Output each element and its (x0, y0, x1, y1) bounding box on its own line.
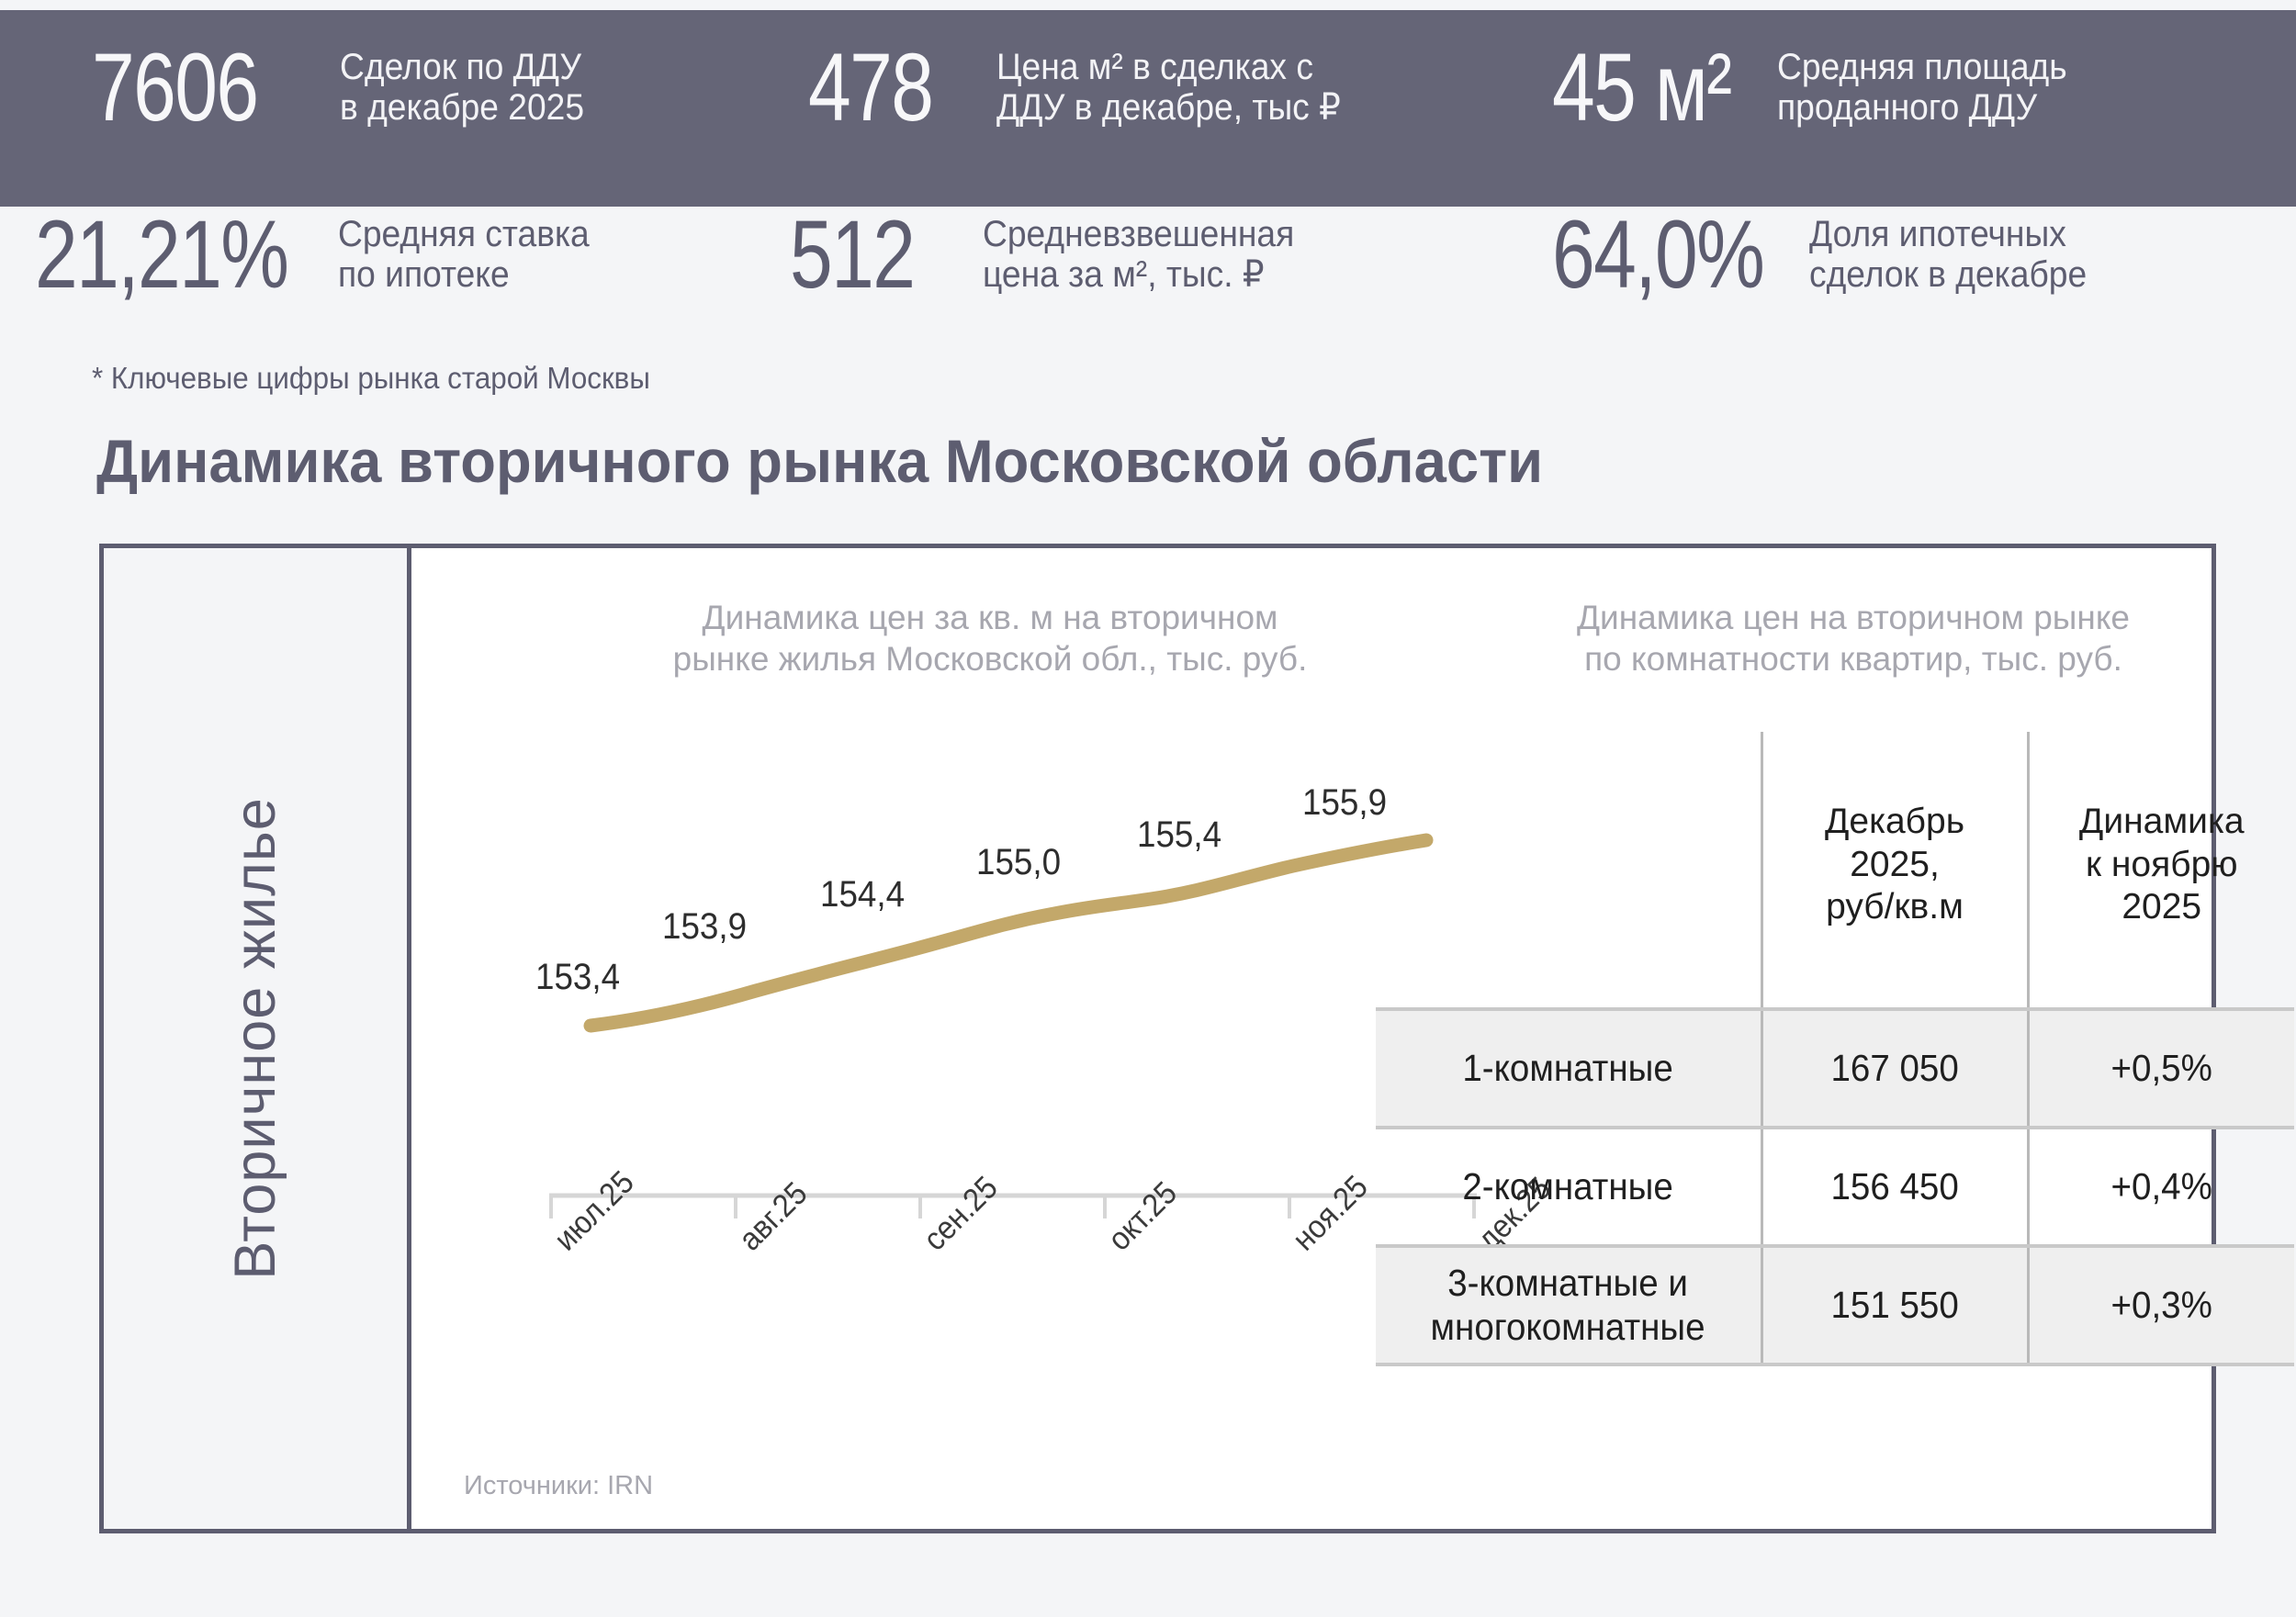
table-row: 2-комнатные 156 450 +0,4% (1376, 1128, 2294, 1246)
rooms-price-table: Декабрь 2025, руб/кв.м Динамика к ноябрю… (1376, 732, 2294, 1366)
kpi-value: 64,0% (1552, 201, 1765, 309)
price-cell: 156 450 (1760, 1128, 2028, 1246)
room-type-cell: 2-комнатные (1462, 1164, 1673, 1207)
datapoint-label: 155,9 (1302, 782, 1388, 823)
kpi-label: Средняя площадь проданного ДДУ (1777, 47, 2067, 128)
kpi-mortgage-share: 64,0% Доля ипотечных сделок в декабре (1552, 207, 2108, 303)
kpi-value: 21,21% (35, 201, 289, 309)
footnote: * Ключевые цифры рынка старой Москвы (92, 361, 650, 395)
chart-svg (549, 833, 1477, 1218)
table-header-cell (1376, 732, 1761, 1009)
kpi-label: Средняя ставка по ипотеке (338, 214, 590, 295)
delta-cell: +0,4% (2026, 1128, 2294, 1246)
datapoint-label: 153,4 (535, 957, 621, 997)
side-rail-label: Вторичное жилье (223, 797, 287, 1280)
x-axis-ticks (549, 1196, 1476, 1218)
source-note: Источники: IRN (464, 1471, 654, 1500)
table-header-row: Декабрь 2025, руб/кв.м Динамика к ноябрю… (1376, 732, 2294, 1009)
kpi-weighted-price: 512 Средневзвешенная цена за м², тыс. ₽ (790, 207, 1318, 303)
kpi-mortgage-rate: 21,21% Средняя ставка по ипотеке (35, 207, 608, 303)
table: Декабрь 2025, руб/кв.м Динамика к ноябрю… (1376, 732, 2294, 1366)
kpi-bar-secondary: 21,21% Средняя ставка по ипотеке 512 Сре… (0, 207, 2296, 331)
series-line (583, 833, 1434, 1033)
kpi-label: Средневзвешенная цена за м², тыс. ₽ (983, 214, 1295, 295)
kpi-label: Цена м² в сделках с ДДУ в декабре, тыс ₽ (996, 47, 1341, 128)
secondary-market-card: Вторичное жилье Динамика цен за кв. м на… (99, 544, 2294, 1533)
table-row: 3-комнатные и многокомнатные 151 550 +0,… (1376, 1244, 2294, 1366)
table-row: 1-комнатные 167 050 +0,5% (1376, 1007, 2294, 1129)
price-cell: 167 050 (1760, 1007, 2028, 1129)
table-panel-title: Динамика цен на вторичном рынке по комна… (1576, 599, 2131, 679)
kpi-average-area: 45 м² Средняя площадь проданного ДДУ (1552, 39, 2088, 136)
kpi-bar-primary: 7606 Сделок по ДДУ в декабре 2025 478 Це… (0, 10, 2296, 207)
chart-panel-title: Динамика цен за кв. м на вторичном рынке… (672, 599, 1308, 679)
datapoint-label: 155,0 (976, 842, 1062, 882)
delta-cell: +0,5% (2026, 1007, 2294, 1129)
kpi-value: 512 (790, 201, 916, 309)
table-header-cell: Динамика к ноябрю 2025 (2026, 732, 2294, 1009)
datapoint-label: 155,4 (1137, 814, 1222, 855)
kpi-deals-count: 7606 Сделок по ДДУ в декабре 2025 (92, 39, 602, 136)
price-cell: 151 550 (1760, 1244, 2028, 1366)
datapoint-label: 153,9 (662, 906, 748, 947)
card-body: Динамика цен за кв. м на вторичном рынке… (411, 548, 2294, 1529)
price-dynamics-chart: 153,4 153,9 154,4 155,0 155,4 155,9 июл.… (535, 759, 1558, 1283)
table-header-cell: Декабрь 2025, руб/кв.м (1760, 732, 2028, 1009)
datapoint-label: 154,4 (820, 874, 906, 915)
kpi-price-per-sqm: 478 Цена м² в сделках с ДДУ в декабре, т… (808, 39, 1367, 136)
table-head: Декабрь 2025, руб/кв.м Динамика к ноябрю… (1376, 732, 2294, 1009)
kpi-value: 478 (808, 34, 934, 141)
room-type-cell: 1-комнатные (1376, 1007, 1761, 1129)
kpi-label: Сделок по ДДУ в декабре 2025 (340, 47, 585, 128)
kpi-value: 7606 (92, 34, 259, 141)
room-type-cell: 3-комнатные и многокомнатные (1376, 1244, 1761, 1366)
table-body: 1-комнатные 167 050 +0,5% 2-комнатные 15… (1376, 1007, 2294, 1366)
kpi-value: 45 м² (1552, 34, 1732, 141)
delta-cell: +0,3% (2026, 1244, 2294, 1366)
page-title: Динамика вторичного рынка Московской обл… (96, 427, 1544, 495)
card-side-rail: Вторичное жилье (104, 548, 411, 1529)
kpi-label: Доля ипотечных сделок в декабре (1809, 214, 2088, 295)
